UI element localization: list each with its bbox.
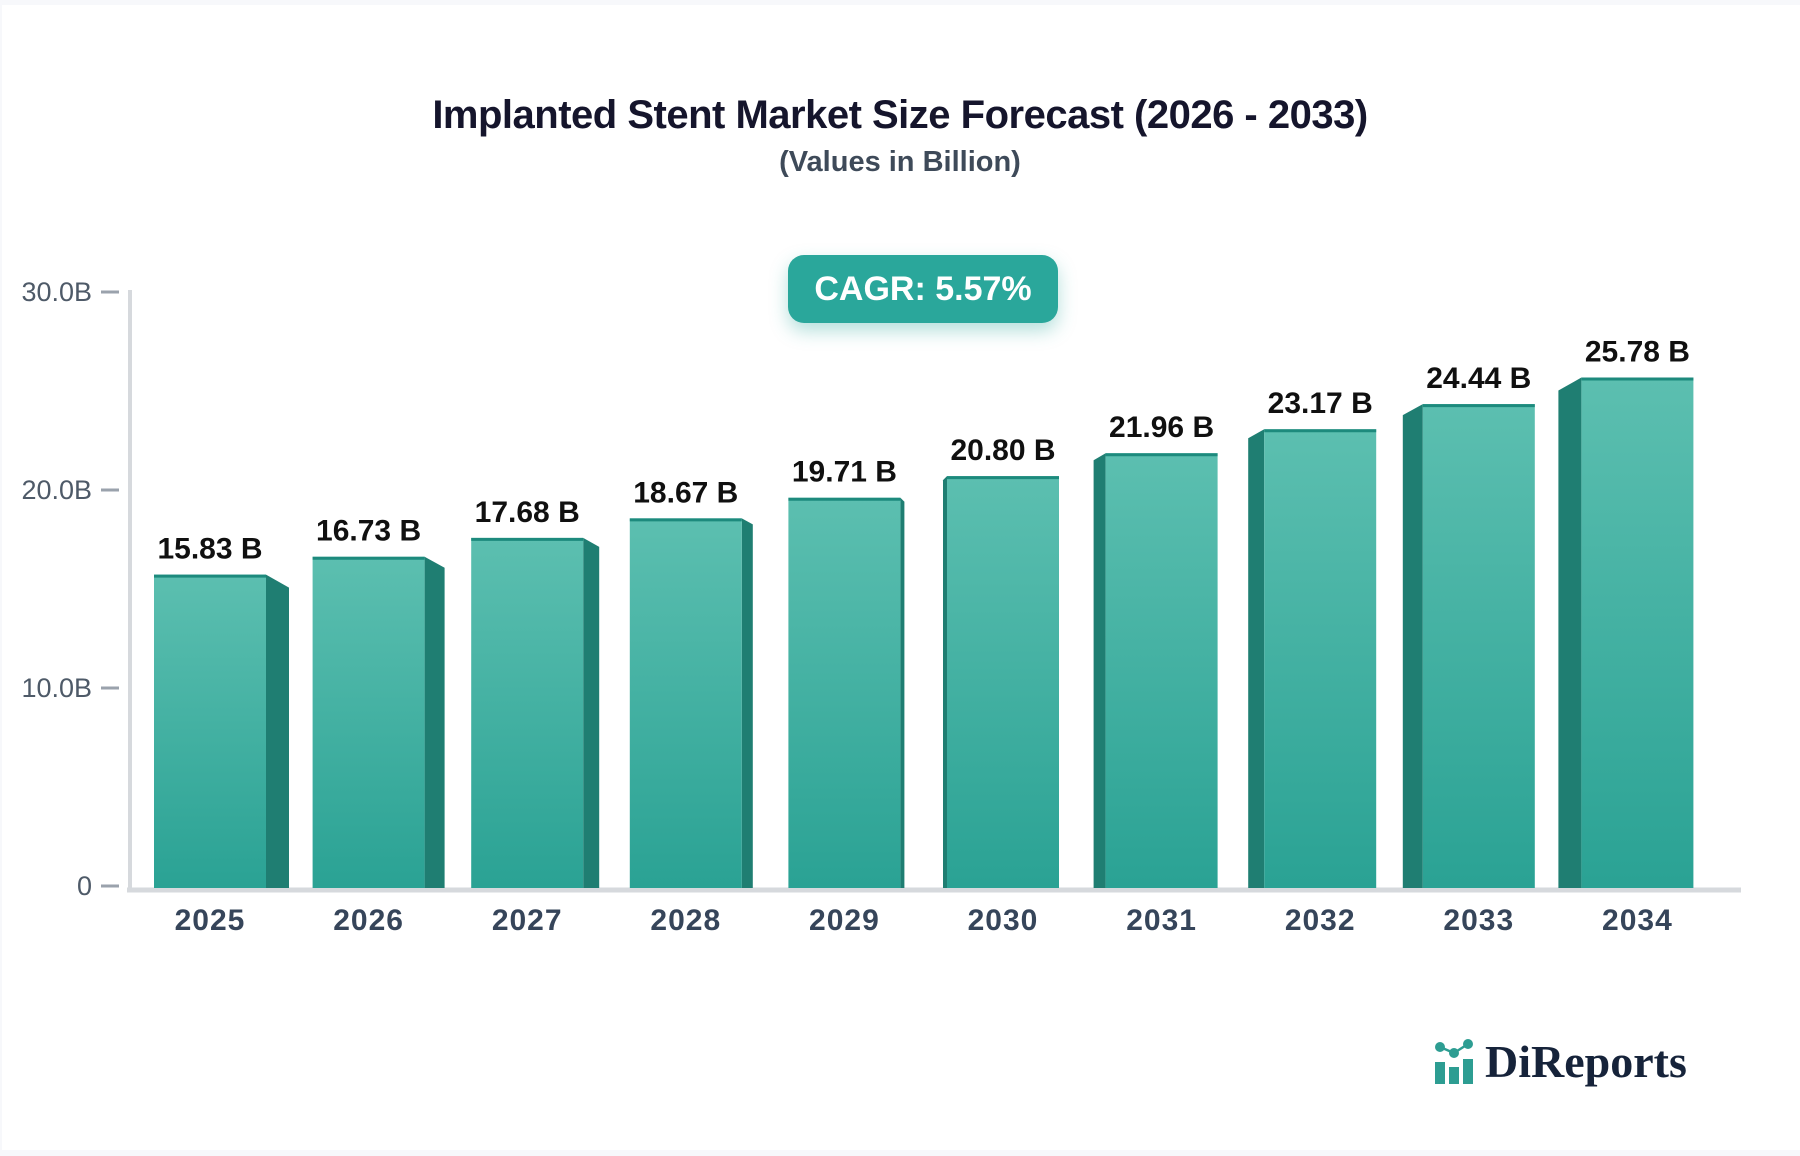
cagr-badge-label: CAGR: 5.57% [814,269,1032,308]
bar-value-label: 19.71 B [792,456,897,489]
bar-front-face [788,497,901,888]
x-axis-label: 2033 [1443,904,1514,937]
labels-layer: 15.83 B 2025 16.73 B 2026 17.68 B 2027 18.67 B… [157,336,1689,937]
bar-side-face [943,476,947,888]
bar-side-face [1248,429,1265,888]
bar-2032 [1248,429,1377,888]
bar-side-face [1558,377,1582,888]
bar-side-face [266,574,289,888]
bar-2029 [788,497,905,888]
bar-value-label: 16.73 B [316,515,421,548]
logo: DiReports [1433,1034,1687,1086]
x-axis-label: 2032 [1285,904,1356,937]
bar-front-face [947,476,1059,888]
bar-front-face [1581,377,1694,888]
bar-value-label: 17.68 B [475,496,580,529]
bar-value-label: 23.17 B [1268,387,1373,420]
x-axis-label: 2025 [175,904,246,937]
bar-side-face [900,497,905,888]
bar-2033 [1402,404,1535,888]
y-axis-label: 30.0B [21,277,92,307]
chart-subtitle: (Values in Billion) [779,146,1021,178]
bar-side-face [424,556,445,888]
bar-2031 [1093,453,1218,888]
cagr-badge: CAGR: 5.57% [788,255,1058,323]
bar-front-face [471,537,584,888]
bar-front-face [154,574,266,888]
bar-value-label: 15.83 B [157,533,262,566]
x-axis-label: 2027 [492,904,563,937]
bar-value-label: 21.96 B [1109,411,1214,444]
x-axis-label: 2026 [333,904,404,937]
bars-layer [154,377,1694,888]
bar-2027 [471,537,600,888]
bar-2025 [154,574,289,888]
logo-text: DiReports [1485,1036,1687,1087]
bar-front-face [1264,429,1377,888]
bar-value-label: 20.80 B [950,434,1055,467]
x-axis-label: 2030 [968,904,1039,937]
bar-front-face [629,518,742,888]
bar-value-label: 25.78 B [1585,336,1690,369]
bar-side-face [741,518,753,888]
bar-side-face [583,537,600,888]
x-axis-label: 2028 [650,904,721,937]
bar-front-face [312,556,425,888]
x-axis-label: 2029 [809,904,880,937]
bar-value-label: 18.67 B [633,476,738,509]
bar-side-face [1093,453,1106,888]
x-axis-label: 2031 [1126,904,1197,937]
bar-2030 [943,476,1059,888]
bar-value-label: 24.44 B [1426,362,1531,395]
bar-side-face [1402,404,1423,888]
bar-2026 [312,556,445,888]
bar-2028 [629,518,753,888]
y-axis-label: 0 [77,871,92,901]
chart-title: Implanted Stent Market Size Forecast (20… [432,93,1368,137]
bar-front-face [1422,404,1535,888]
bar-2034 [1558,377,1694,888]
y-axis-label: 10.0B [21,673,92,703]
bar-front-face [1105,453,1218,888]
axis-layer: 0 10.0B 20.0B 30.0B [21,277,1741,901]
y-axis-label: 20.0B [21,475,92,505]
bar-chart-icon [1435,1039,1473,1084]
x-axis-label: 2034 [1602,904,1673,937]
